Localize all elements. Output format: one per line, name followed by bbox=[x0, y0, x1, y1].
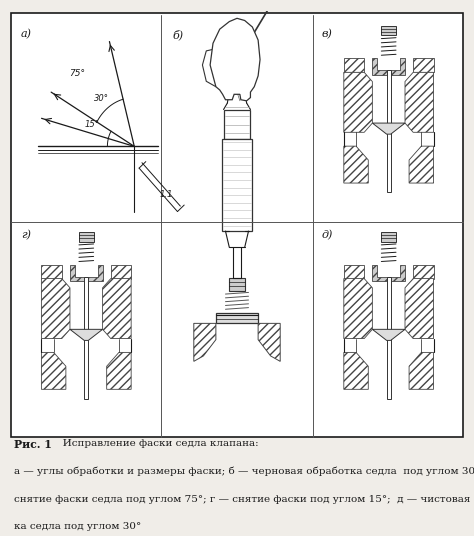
Polygon shape bbox=[194, 323, 216, 361]
Bar bbox=[84, 277, 88, 399]
Polygon shape bbox=[344, 146, 368, 183]
Polygon shape bbox=[344, 72, 373, 132]
Bar bbox=[79, 233, 94, 242]
Bar bbox=[222, 139, 252, 231]
Polygon shape bbox=[373, 329, 405, 340]
Polygon shape bbox=[405, 72, 434, 132]
Text: а — углы обработки и размеры фаски; б — черновая обработка седла  под углом 30°;: а — углы обработки и размеры фаски; б — … bbox=[14, 467, 474, 477]
Polygon shape bbox=[202, 49, 220, 87]
Polygon shape bbox=[373, 123, 405, 134]
Polygon shape bbox=[70, 265, 102, 281]
Text: 30°: 30° bbox=[94, 94, 109, 103]
Polygon shape bbox=[111, 265, 131, 279]
Text: ка седла под углом 30°: ка седла под углом 30° bbox=[14, 522, 141, 531]
Polygon shape bbox=[344, 279, 373, 339]
Text: б): б) bbox=[173, 29, 184, 40]
Polygon shape bbox=[373, 58, 405, 75]
Text: в): в) bbox=[321, 29, 332, 40]
Bar bbox=[224, 109, 250, 139]
Polygon shape bbox=[409, 352, 434, 389]
Polygon shape bbox=[409, 146, 434, 183]
Text: а): а) bbox=[21, 29, 32, 40]
Text: г): г) bbox=[21, 230, 31, 240]
Polygon shape bbox=[258, 323, 280, 361]
Polygon shape bbox=[70, 329, 102, 340]
Bar bbox=[387, 70, 391, 192]
Polygon shape bbox=[41, 279, 70, 339]
Polygon shape bbox=[41, 352, 66, 389]
Polygon shape bbox=[344, 58, 364, 72]
Text: д): д) bbox=[321, 230, 333, 240]
Text: Рис. 1: Рис. 1 bbox=[14, 440, 52, 450]
Bar bbox=[382, 233, 396, 242]
Bar bbox=[382, 26, 396, 35]
Polygon shape bbox=[210, 18, 260, 101]
Text: Исправление фаски седла клапана:: Исправление фаски седла клапана: bbox=[53, 440, 258, 448]
Text: 15°: 15° bbox=[84, 120, 100, 129]
Polygon shape bbox=[413, 265, 434, 279]
Text: снятие фаски седла под углом 75°; г — снятие фаски под углом 15°;  д — чистовая : снятие фаски седла под углом 75°; г — сн… bbox=[14, 494, 474, 504]
Bar bbox=[229, 278, 245, 291]
Polygon shape bbox=[107, 352, 131, 389]
Polygon shape bbox=[405, 279, 434, 339]
Polygon shape bbox=[344, 352, 368, 389]
Text: 1.1: 1.1 bbox=[159, 190, 173, 199]
Bar bbox=[387, 277, 391, 399]
Polygon shape bbox=[102, 279, 131, 339]
Polygon shape bbox=[373, 265, 405, 281]
Text: 75°: 75° bbox=[69, 69, 85, 78]
Polygon shape bbox=[344, 265, 364, 279]
Polygon shape bbox=[41, 265, 62, 279]
Bar bbox=[216, 312, 258, 323]
Polygon shape bbox=[413, 58, 434, 72]
